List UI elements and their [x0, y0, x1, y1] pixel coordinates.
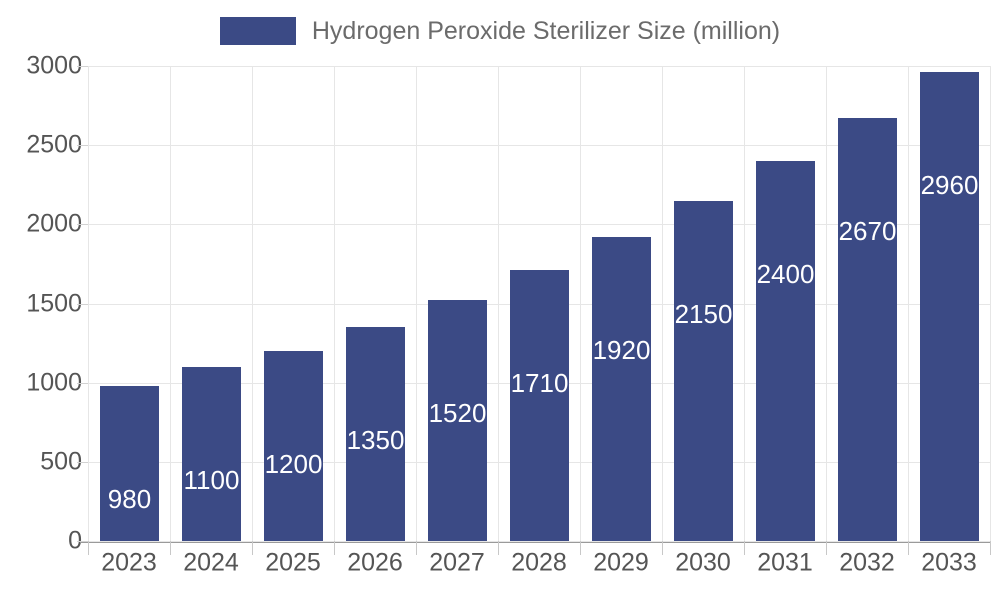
gridline-vertical [826, 66, 827, 541]
bar-value-label: 1920 [592, 335, 651, 365]
y-axis-tick-label: 0 [68, 526, 82, 555]
gridline-vertical [252, 66, 253, 541]
bar[interactable] [346, 327, 405, 541]
x-axis-baseline [80, 541, 990, 543]
x-axis-tick-label: 2032 [839, 548, 895, 577]
x-axis-tick-mark [744, 541, 745, 555]
x-axis-tick-mark [662, 541, 663, 555]
y-axis-tick-mark [77, 303, 88, 305]
x-axis-tick-mark [498, 541, 499, 555]
gridline-vertical [580, 66, 581, 541]
y-axis-tick-label: 2000 [26, 209, 82, 238]
gridline-vertical [908, 66, 909, 541]
bar[interactable] [264, 351, 323, 541]
bar-value-label: 2670 [838, 216, 897, 247]
y-axis-tick-label: 1000 [26, 368, 82, 397]
y-axis-tick-label: 1500 [26, 289, 82, 317]
y-axis-tick-mark [77, 145, 88, 147]
bar-value-label: 1200 [264, 449, 323, 479]
bar[interactable] [428, 300, 487, 541]
x-axis-tick-mark [826, 541, 827, 555]
bar[interactable] [674, 200, 733, 541]
gridline-horizontal [88, 541, 990, 542]
gridline-vertical [88, 66, 89, 541]
x-axis-tick-label: 2033 [921, 548, 977, 577]
bar-value-label: 1350 [346, 425, 405, 456]
y-axis-tick-mark [77, 461, 88, 463]
gridline-vertical [416, 66, 417, 541]
y-axis-tick-mark [77, 66, 88, 67]
x-axis-tick-mark [416, 541, 417, 555]
x-axis-tick-mark [990, 541, 991, 555]
y-axis-tick-mark [77, 382, 88, 384]
bar[interactable] [592, 237, 651, 541]
bar[interactable] [182, 366, 241, 541]
gridline-horizontal [88, 224, 990, 226]
legend-swatch-icon [219, 17, 296, 45]
legend-label: Hydrogen Peroxide Sterilizer Size (milli… [311, 17, 781, 45]
x-axis-tick-mark [170, 541, 171, 555]
chart-legend: Hydrogen Peroxide Sterilizer Size (milli… [0, 14, 1000, 48]
gridline-horizontal [88, 66, 990, 67]
plot-area: 980 1100 1200 1350 1520 1710 1920 2150 2400 2670 2… [80, 66, 991, 555]
x-axis-tick-mark [334, 541, 335, 555]
y-axis-tick-label: 2500 [26, 130, 82, 159]
x-axis-tick-label: 2028 [511, 548, 567, 577]
gridline-vertical [990, 66, 991, 541]
x-axis-tick-label: 2030 [675, 548, 731, 577]
bar[interactable] [838, 118, 897, 541]
bar-value-label: 980 [107, 483, 152, 514]
x-axis-tick-mark [252, 541, 253, 555]
y-axis-tick-mark [77, 224, 88, 226]
y-axis-tick-label: 3000 [26, 51, 82, 80]
gridline-vertical [662, 66, 663, 541]
x-axis-tick-label: 2024 [183, 548, 239, 577]
y-axis-tick-label: 500 [40, 447, 82, 476]
x-axis-tick-label: 2023 [101, 548, 157, 577]
bar-value-label: 1100 [183, 464, 240, 495]
x-axis-tick-label: 2029 [593, 548, 649, 577]
bar[interactable] [756, 161, 815, 541]
gridline-vertical [334, 66, 335, 541]
bar-value-label: 1520 [428, 398, 487, 429]
bar-value-label: 2960 [920, 170, 979, 201]
bar[interactable] [100, 385, 159, 541]
bar-value-label: 2400 [756, 259, 815, 289]
x-axis-tick-mark [580, 541, 581, 555]
bar[interactable] [510, 270, 569, 541]
gridline-horizontal [88, 145, 990, 147]
x-axis-tick-label: 2027 [429, 548, 485, 577]
gridline-vertical [498, 66, 499, 541]
x-axis-tick-label: 2026 [347, 548, 403, 577]
y-axis: 0 500 1000 1500 2000 2500 3000 [0, 0, 82, 600]
gridline-vertical [744, 66, 745, 541]
bar[interactable] [920, 72, 979, 541]
x-axis-tick-label: 2031 [757, 548, 813, 577]
bar-value-label: 1710 [510, 368, 569, 399]
x-axis-tick-mark [908, 541, 909, 555]
y-axis-tick-mark [77, 541, 88, 542]
gridline-vertical [170, 66, 171, 541]
x-axis-tick-label: 2025 [265, 548, 321, 577]
bar-value-label: 2150 [674, 298, 733, 329]
x-axis-tick-mark [88, 541, 89, 555]
